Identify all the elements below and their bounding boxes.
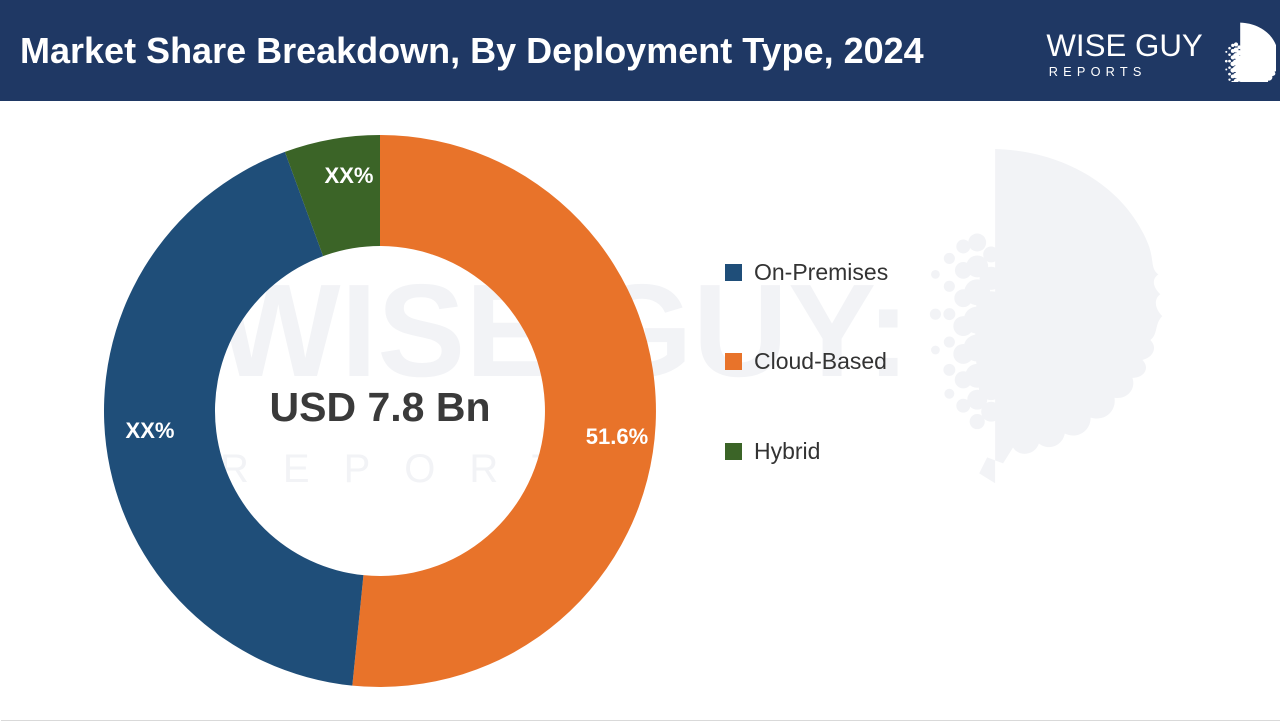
svg-text:WISE GUY: WISE GUY xyxy=(1046,28,1202,63)
svg-text:51.6%: 51.6% xyxy=(586,424,648,449)
svg-text:XX%: XX% xyxy=(325,163,374,188)
svg-text:REPORTS: REPORTS xyxy=(1049,64,1147,79)
svg-text:XX%: XX% xyxy=(126,418,175,443)
